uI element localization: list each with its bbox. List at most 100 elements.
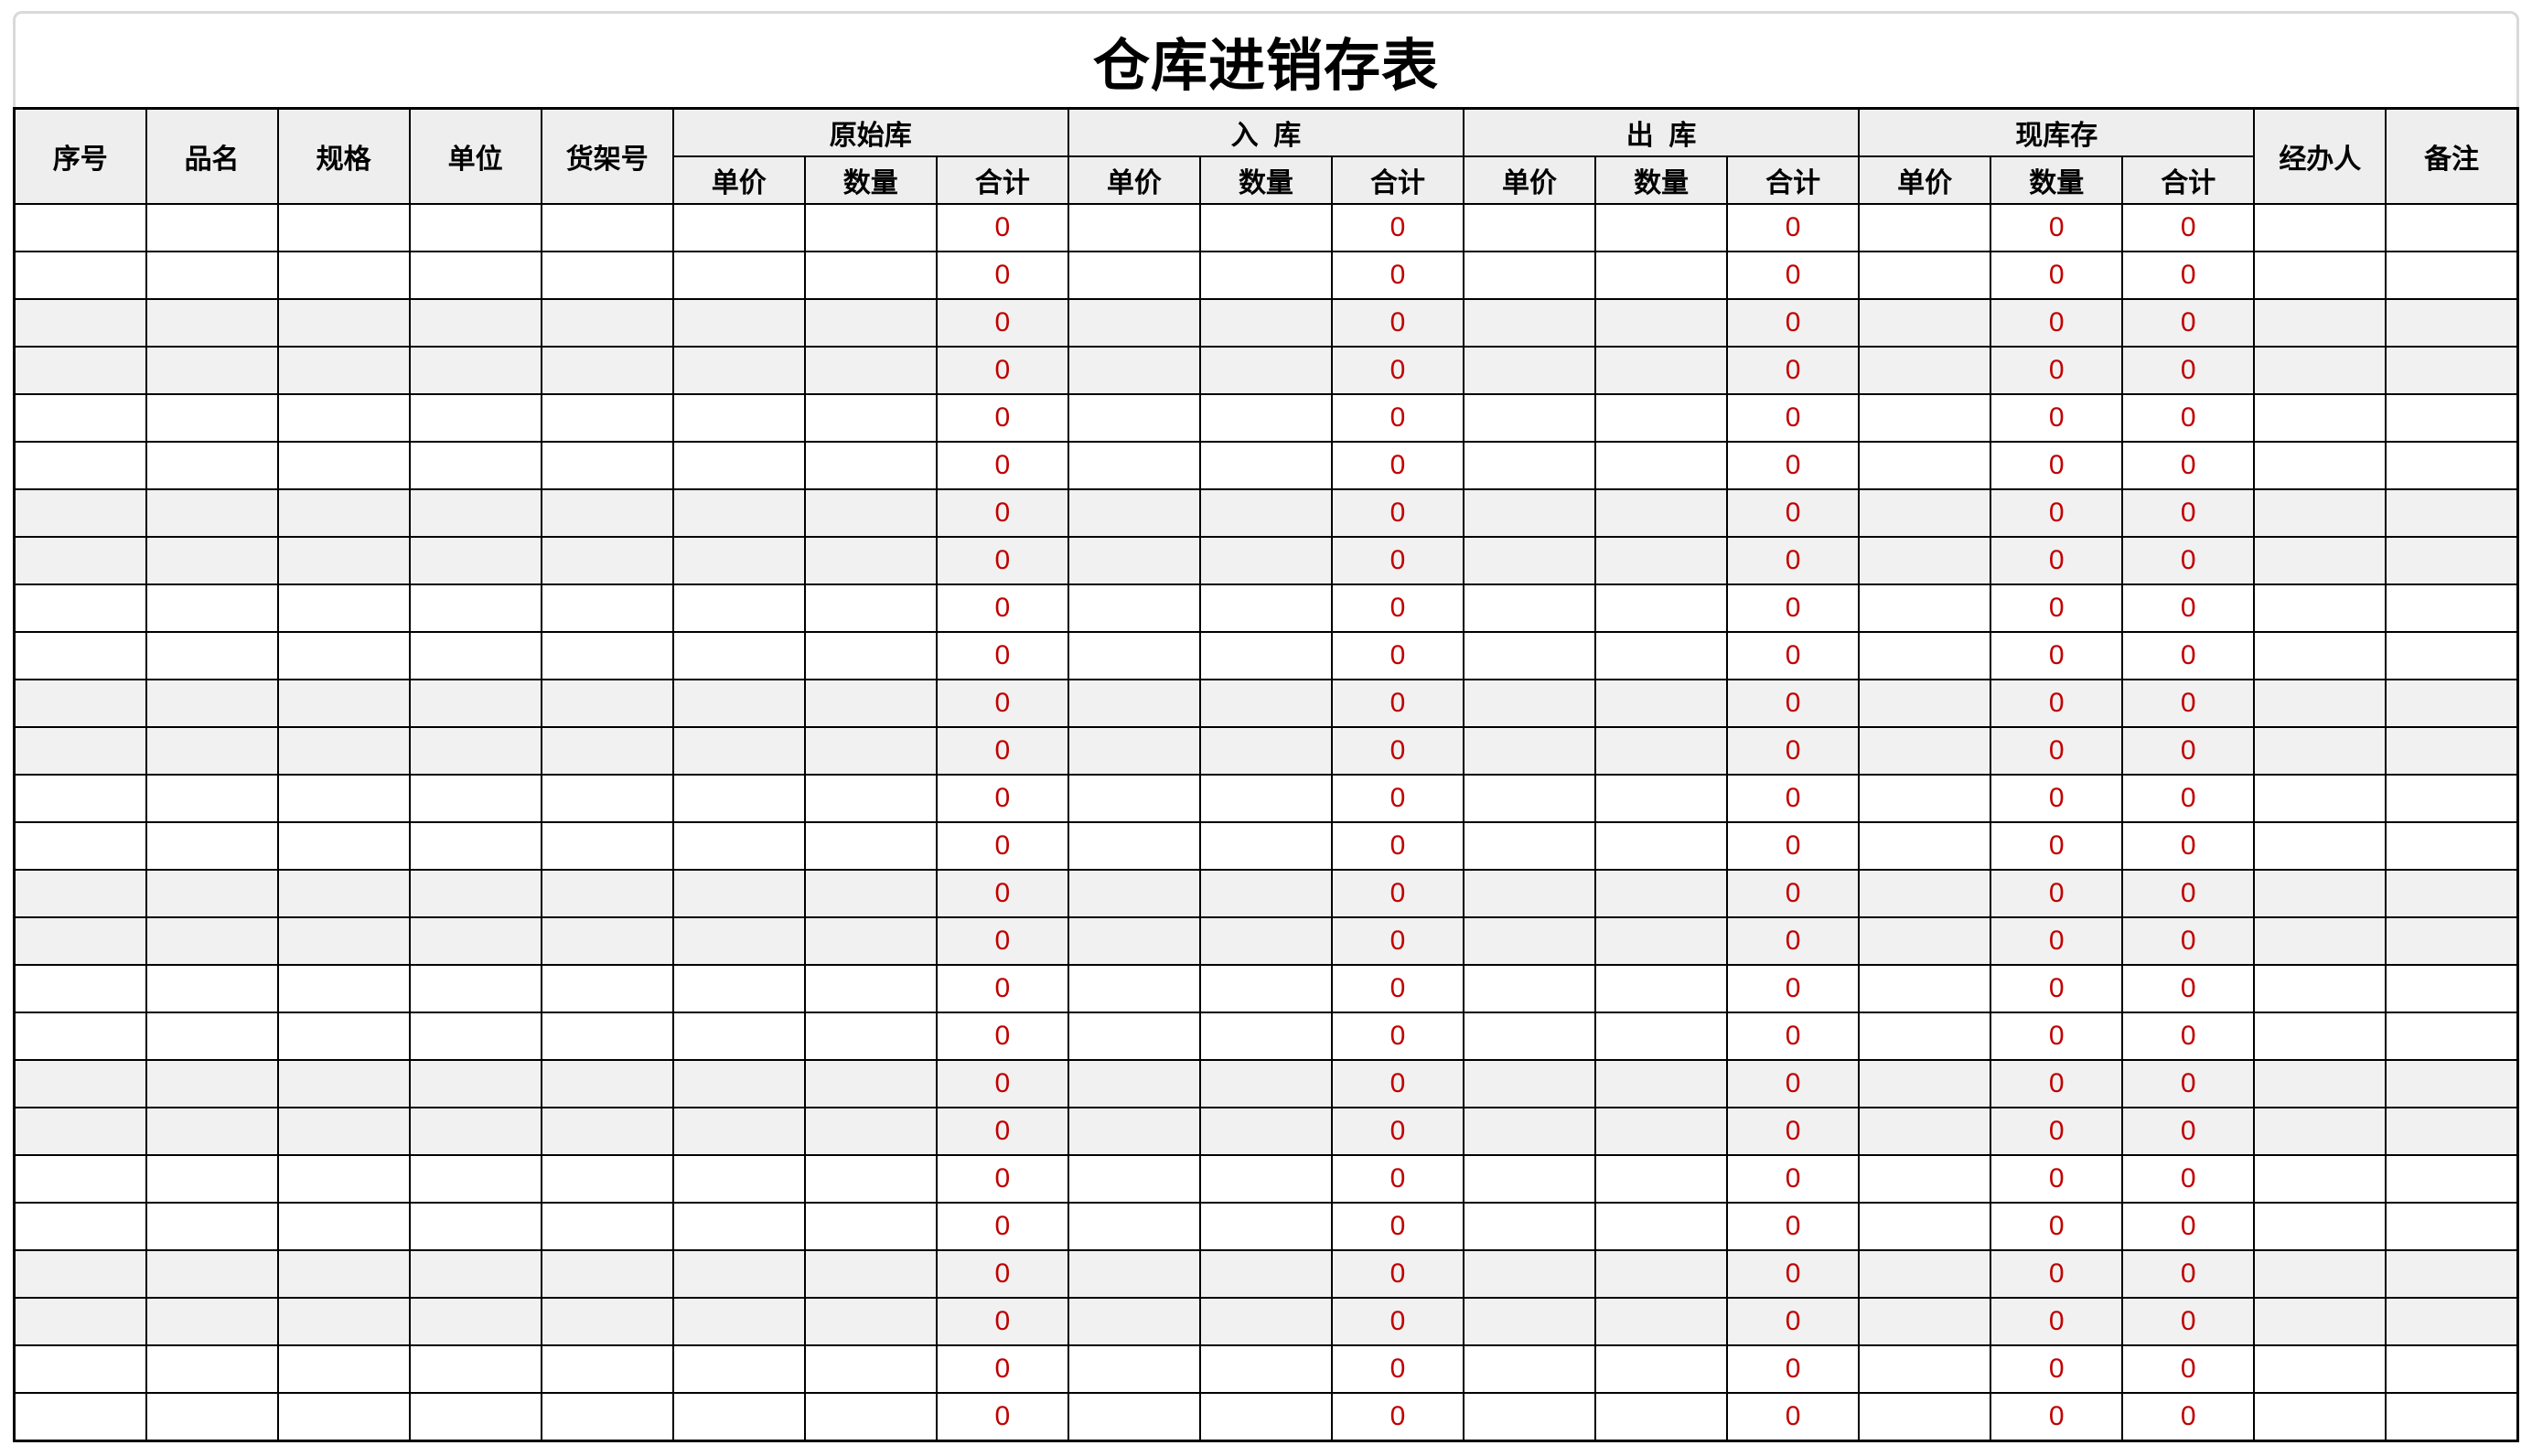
cell-spec[interactable] (276, 1059, 411, 1108)
cell-orig-qty[interactable] (803, 916, 938, 966)
cell-in-total[interactable]: 0 (1330, 1297, 1465, 1346)
cell-serial[interactable] (13, 1059, 147, 1108)
cell-shelf-no[interactable] (540, 488, 674, 538)
cell-cur-total[interactable]: 0 (2121, 346, 2256, 395)
cell-cur-price[interactable] (1858, 1059, 1992, 1108)
cell-serial[interactable] (13, 869, 147, 918)
cell-cur-total[interactable]: 0 (2121, 1297, 2256, 1346)
cell-cur-price[interactable] (1858, 1107, 1992, 1156)
cell-unit[interactable] (408, 298, 542, 348)
cell-orig-price[interactable] (671, 346, 806, 395)
cell-cur-total[interactable]: 0 (2121, 203, 2256, 252)
cell-orig-total[interactable]: 0 (935, 1154, 1069, 1204)
cell-orig-price[interactable] (671, 1202, 806, 1251)
cell-out-price[interactable] (1463, 869, 1597, 918)
cell-handler[interactable] (2253, 1012, 2387, 1061)
cell-shelf-no[interactable] (540, 203, 674, 252)
cell-remark[interactable] (2385, 1297, 2519, 1346)
cell-orig-qty[interactable] (803, 1202, 938, 1251)
cell-out-price[interactable] (1463, 251, 1597, 300)
cell-out-price[interactable] (1463, 964, 1597, 1013)
cell-out-qty[interactable] (1594, 774, 1729, 823)
cell-in-total[interactable]: 0 (1330, 1059, 1465, 1108)
cell-out-price[interactable] (1463, 1392, 1597, 1442)
cell-cur-price[interactable] (1858, 298, 1992, 348)
cell-out-price[interactable] (1463, 726, 1597, 776)
cell-out-price[interactable] (1463, 916, 1597, 966)
cell-spec[interactable] (276, 916, 411, 966)
cell-orig-qty[interactable] (803, 203, 938, 252)
cell-in-price[interactable] (1067, 346, 1201, 395)
cell-in-total[interactable]: 0 (1330, 203, 1465, 252)
cell-spec[interactable] (276, 1107, 411, 1156)
cell-in-qty[interactable] (1198, 821, 1333, 871)
cell-out-total[interactable]: 0 (1726, 536, 1861, 585)
cell-in-total[interactable]: 0 (1330, 869, 1465, 918)
cell-orig-qty[interactable] (803, 441, 938, 490)
cell-out-price[interactable] (1463, 583, 1597, 633)
cell-handler[interactable] (2253, 1344, 2387, 1394)
cell-in-qty[interactable] (1198, 916, 1333, 966)
cell-handler[interactable] (2253, 679, 2387, 728)
cell-orig-qty[interactable] (803, 1059, 938, 1108)
cell-out-qty[interactable] (1594, 1107, 1729, 1156)
cell-out-qty[interactable] (1594, 726, 1729, 776)
cell-in-total[interactable]: 0 (1330, 583, 1465, 633)
cell-spec[interactable] (276, 393, 411, 443)
cell-out-price[interactable] (1463, 346, 1597, 395)
cell-cur-qty[interactable]: 0 (1990, 1107, 2124, 1156)
cell-orig-total[interactable]: 0 (935, 1202, 1069, 1251)
cell-product-name[interactable] (145, 1202, 279, 1251)
cell-spec[interactable] (276, 964, 411, 1013)
cell-handler[interactable] (2253, 1059, 2387, 1108)
cell-in-total[interactable]: 0 (1330, 1344, 1465, 1394)
cell-out-qty[interactable] (1594, 1392, 1729, 1442)
cell-out-total[interactable]: 0 (1726, 1154, 1861, 1204)
cell-in-price[interactable] (1067, 1107, 1201, 1156)
cell-product-name[interactable] (145, 1249, 279, 1299)
cell-orig-total[interactable]: 0 (935, 1249, 1069, 1299)
cell-orig-qty[interactable] (803, 821, 938, 871)
cell-orig-qty[interactable] (803, 964, 938, 1013)
cell-out-qty[interactable] (1594, 298, 1729, 348)
cell-cur-total[interactable]: 0 (2121, 251, 2256, 300)
cell-serial[interactable] (13, 1012, 147, 1061)
cell-out-price[interactable] (1463, 441, 1597, 490)
cell-orig-qty[interactable] (803, 346, 938, 395)
cell-out-total[interactable]: 0 (1726, 1059, 1861, 1108)
cell-out-qty[interactable] (1594, 1344, 1729, 1394)
cell-in-total[interactable]: 0 (1330, 441, 1465, 490)
cell-out-total[interactable]: 0 (1726, 441, 1861, 490)
cell-spec[interactable] (276, 583, 411, 633)
cell-remark[interactable] (2385, 821, 2519, 871)
cell-orig-qty[interactable] (803, 1107, 938, 1156)
cell-shelf-no[interactable] (540, 1392, 674, 1442)
cell-in-total[interactable]: 0 (1330, 536, 1465, 585)
cell-remark[interactable] (2385, 1392, 2519, 1442)
cell-shelf-no[interactable] (540, 631, 674, 680)
cell-in-qty[interactable] (1198, 1107, 1333, 1156)
cell-in-qty[interactable] (1198, 583, 1333, 633)
cell-product-name[interactable] (145, 1059, 279, 1108)
cell-in-total[interactable]: 0 (1330, 488, 1465, 538)
cell-cur-qty[interactable]: 0 (1990, 251, 2124, 300)
cell-cur-qty[interactable]: 0 (1990, 821, 2124, 871)
cell-orig-qty[interactable] (803, 536, 938, 585)
cell-unit[interactable] (408, 774, 542, 823)
cell-in-qty[interactable] (1198, 964, 1333, 1013)
cell-shelf-no[interactable] (540, 1107, 674, 1156)
cell-cur-total[interactable]: 0 (2121, 1012, 2256, 1061)
cell-cur-qty[interactable]: 0 (1990, 441, 2124, 490)
cell-cur-total[interactable]: 0 (2121, 393, 2256, 443)
cell-spec[interactable] (276, 536, 411, 585)
cell-in-total[interactable]: 0 (1330, 916, 1465, 966)
cell-orig-qty[interactable] (803, 1392, 938, 1442)
cell-out-total[interactable]: 0 (1726, 1202, 1861, 1251)
cell-orig-price[interactable] (671, 726, 806, 776)
cell-in-qty[interactable] (1198, 1059, 1333, 1108)
cell-out-total[interactable]: 0 (1726, 393, 1861, 443)
cell-in-price[interactable] (1067, 441, 1201, 490)
cell-in-total[interactable]: 0 (1330, 821, 1465, 871)
cell-cur-total[interactable]: 0 (2121, 1154, 2256, 1204)
cell-in-total[interactable]: 0 (1330, 774, 1465, 823)
